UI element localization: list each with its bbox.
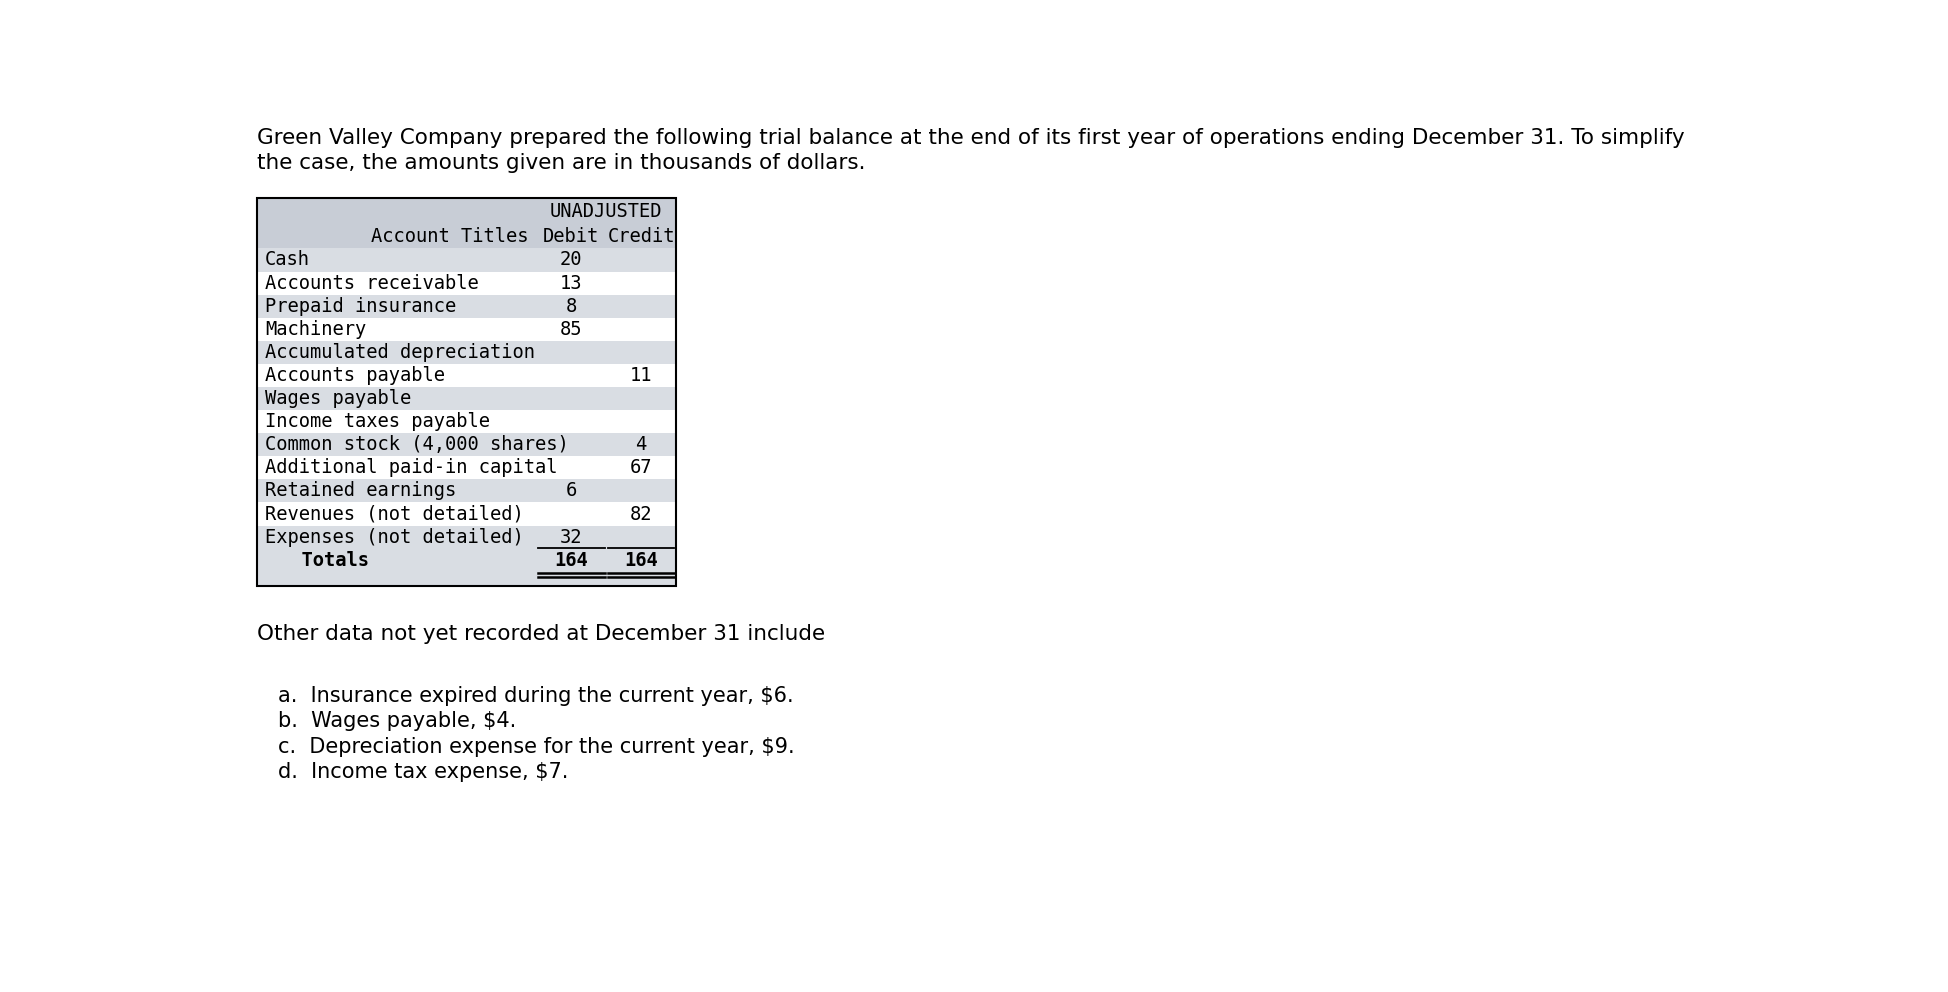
Text: Accumulated depreciation: Accumulated depreciation — [265, 343, 536, 362]
Bar — [257, 364, 676, 387]
Text: 164: 164 — [555, 551, 588, 569]
Bar — [257, 456, 676, 479]
Text: Machinery: Machinery — [265, 319, 366, 338]
Bar — [257, 295, 676, 317]
Text: 13: 13 — [561, 274, 582, 293]
Text: 82: 82 — [629, 505, 653, 524]
Text: d.  Income tax expense, $7.: d. Income tax expense, $7. — [279, 762, 569, 782]
Text: 6: 6 — [565, 481, 577, 500]
Bar — [257, 410, 676, 434]
Text: Cash: Cash — [265, 250, 310, 270]
Bar — [257, 341, 676, 364]
Text: 164: 164 — [623, 551, 658, 569]
Text: 8: 8 — [565, 297, 577, 315]
Text: UNADJUSTED: UNADJUSTED — [549, 202, 662, 221]
Bar — [257, 479, 676, 503]
Text: 4: 4 — [635, 435, 647, 454]
Text: 85: 85 — [561, 319, 582, 338]
Bar — [257, 197, 676, 585]
Text: Green Valley Company prepared the following trial balance at the end of its firs: Green Valley Company prepared the follow… — [257, 128, 1685, 148]
Text: Expenses (not detailed): Expenses (not detailed) — [265, 528, 524, 547]
Bar — [257, 248, 676, 272]
Text: c.  Depreciation expense for the current year, $9.: c. Depreciation expense for the current … — [279, 737, 795, 757]
Text: Debit: Debit — [543, 227, 600, 246]
Bar — [257, 526, 676, 549]
Text: Prepaid insurance: Prepaid insurance — [265, 297, 456, 315]
Text: b.  Wages payable, $4.: b. Wages payable, $4. — [279, 711, 516, 731]
Text: Revenues (not detailed): Revenues (not detailed) — [265, 505, 524, 524]
Text: 11: 11 — [629, 366, 653, 385]
Text: Credit: Credit — [608, 227, 674, 246]
Text: Accounts payable: Accounts payable — [265, 366, 446, 385]
Text: the case, the amounts given are in thousands of dollars.: the case, the amounts given are in thous… — [257, 153, 867, 173]
Bar — [257, 503, 676, 526]
Text: Additional paid-in capital: Additional paid-in capital — [265, 458, 557, 477]
Text: Common stock (4,000 shares): Common stock (4,000 shares) — [265, 435, 569, 454]
Bar — [257, 387, 676, 410]
Bar — [257, 549, 676, 571]
Text: 20: 20 — [561, 250, 582, 270]
Text: 32: 32 — [561, 528, 582, 547]
Text: 67: 67 — [629, 458, 653, 477]
Text: Income taxes payable: Income taxes payable — [265, 412, 491, 432]
Bar — [257, 225, 676, 248]
Text: Totals: Totals — [279, 551, 370, 569]
Bar — [257, 197, 676, 225]
Text: Account Titles: Account Titles — [372, 227, 528, 246]
Bar — [257, 571, 676, 585]
Bar — [257, 434, 676, 456]
Text: a.  Insurance expired during the current year, $6.: a. Insurance expired during the current … — [279, 685, 795, 705]
Text: Wages payable: Wages payable — [265, 389, 411, 408]
Bar — [257, 272, 676, 295]
Text: Other data not yet recorded at December 31 include: Other data not yet recorded at December … — [257, 624, 826, 644]
Bar — [257, 317, 676, 341]
Text: Accounts receivable: Accounts receivable — [265, 274, 479, 293]
Text: Retained earnings: Retained earnings — [265, 481, 456, 500]
